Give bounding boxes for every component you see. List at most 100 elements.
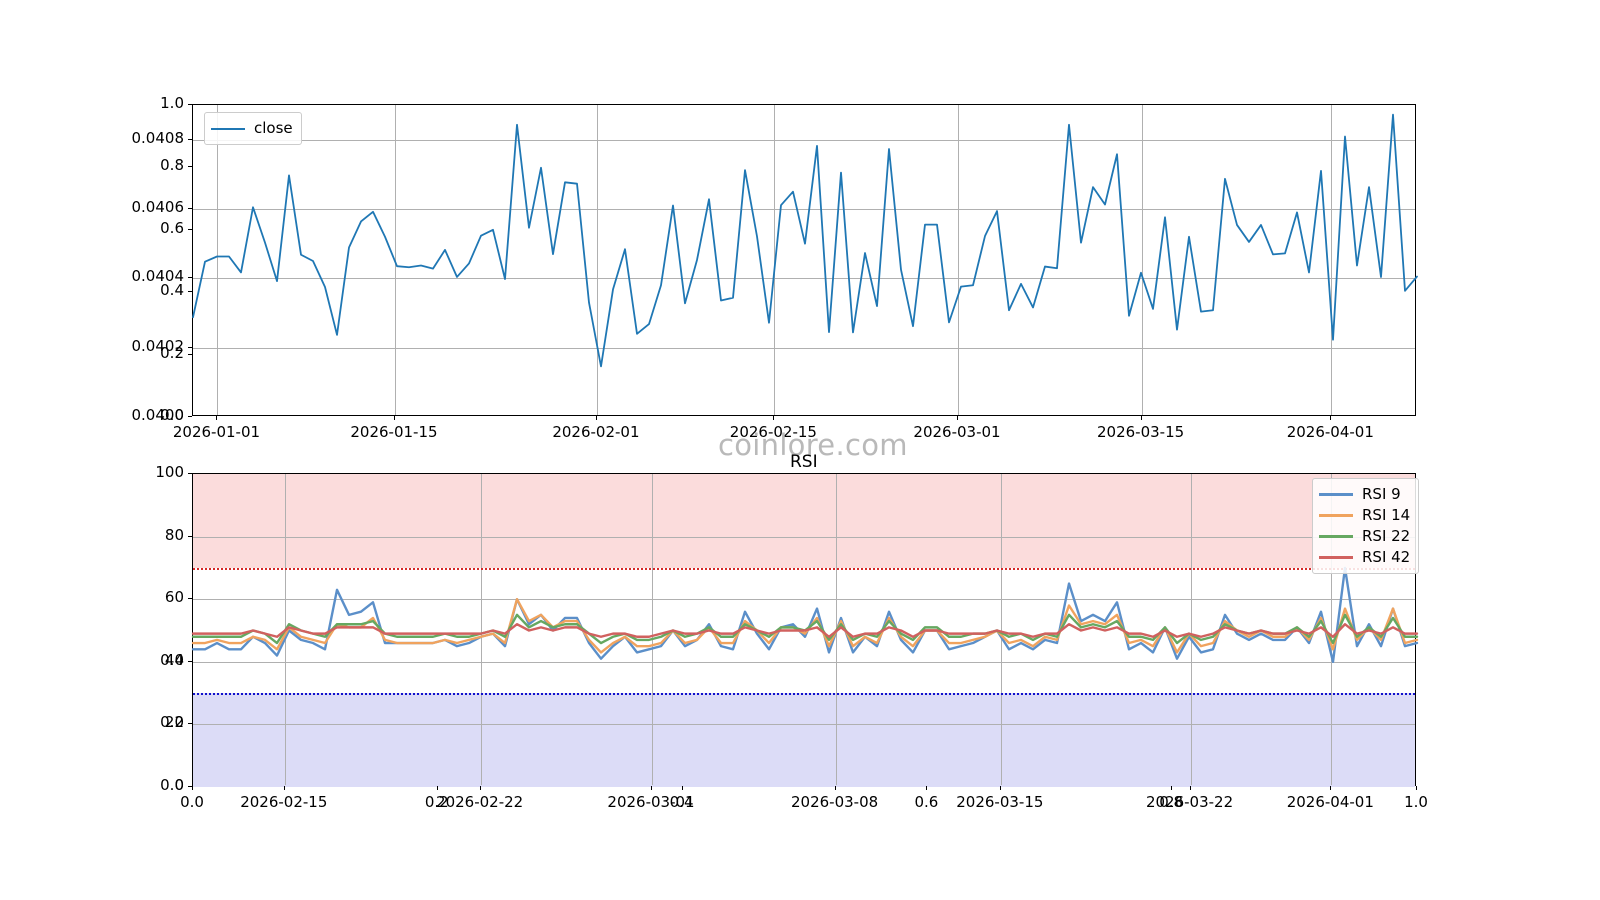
price-x-tickmark: [773, 416, 775, 420]
rsi-y-tick-label: 0: [174, 776, 184, 794]
rsi-y-tickmark: [188, 535, 192, 537]
price-y-twin-tick-label: 0.8: [160, 156, 184, 175]
rsi-y-twin-tickmark: [188, 660, 192, 662]
rsi-x-tick-label: 2026-02-15: [240, 793, 328, 811]
rsi-gridline-vertical: [652, 474, 653, 785]
rsi-gridline-vertical: [480, 474, 482, 785]
price-x-tick-label: 2026-03-15: [1097, 423, 1185, 441]
rsi-series-lines: [191, 566, 1419, 664]
price-y-tickmark: [188, 277, 192, 279]
rsi-gridline-horizontal: [193, 661, 1415, 663]
price-y-twin-tick-label: 0.0: [160, 406, 184, 424]
rsi-legend-swatch: [1319, 493, 1353, 496]
rsi-x-tickmark: [651, 786, 652, 790]
price-x-tickmark: [957, 416, 958, 420]
price-chart-plot-area: [192, 104, 1418, 416]
rsi-y-tick-label: 20: [164, 713, 184, 732]
price-y-twin-tick-label: 1.0: [160, 94, 184, 112]
rsi-x-tickmark: [834, 786, 836, 790]
rsi-chart-legend: RSI 9 RSI 14 RSI 22 RSI 42: [1312, 478, 1420, 574]
rsi-legend-label: RSI 22: [1362, 527, 1411, 545]
overbought-band: [193, 474, 1415, 568]
price-y-twin-tickmark: [188, 291, 192, 293]
rsi-x-twin-tickmark: [1416, 786, 1417, 790]
price-y-tick-label: 0.0402: [131, 336, 185, 355]
rsi-legend-label: RSI 9: [1362, 485, 1401, 503]
price-y-twin-tickmark: [188, 353, 192, 355]
price-chart-legend: close: [204, 112, 302, 145]
rsi-legend-label: RSI 42: [1362, 548, 1411, 566]
price-y-twin-tick-label: 0.6: [160, 218, 184, 237]
price-gridline-vertical: [217, 105, 219, 415]
rsi-x-tick-label: 2026-03-01: [607, 793, 695, 811]
rsi-y-tickmark: [188, 473, 192, 474]
rsi-x-tickmark: [1189, 786, 1191, 790]
price-y-tick-label: 0.0408: [131, 128, 185, 147]
price-y-twin-tickmark: [188, 166, 192, 168]
rsi-gridline-vertical: [1331, 474, 1333, 785]
rsi-y-tick-label: 100: [155, 463, 184, 481]
price-x-tick-label: 2026-01-01: [172, 423, 261, 441]
price-y-twin-tickmark: [188, 228, 192, 230]
rsi-y-twin-tick-label: 0.0: [160, 776, 184, 794]
price-gridline-vertical: [958, 105, 959, 415]
rsi-x-tick-label: 2026-04-01: [1286, 793, 1374, 811]
price-y-tickmark: [188, 346, 192, 348]
rsi-y-twin-tick-label: 0.2: [160, 713, 184, 732]
rsi-legend-item: RSI 9: [1319, 484, 1410, 505]
price-y-twin-tick-label: 0.4: [160, 281, 184, 300]
rsi-legend-item: RSI 14: [1319, 505, 1410, 526]
rsi-y-twin-tick-label: 0.4: [160, 650, 184, 669]
rsi-y-twin-tickmark: [188, 723, 192, 725]
price-gridline-vertical: [394, 105, 396, 415]
price-gridline-vertical: [1331, 105, 1333, 415]
rsi-x-twin-tickmark: [436, 786, 438, 790]
rsi-x-tick-label: 2026-03-22: [1145, 793, 1234, 811]
rsi-legend-item: RSI 22: [1319, 526, 1410, 547]
price-y-twin-tickmark: [188, 104, 192, 105]
price-legend-swatch: [211, 127, 245, 130]
rsi-y-tick-label: 40: [164, 650, 184, 669]
rsi-x-tickmark: [479, 786, 481, 790]
rsi-x-twin-tick-label: 0.0: [180, 793, 204, 811]
rsi-chart-title: RSI: [790, 452, 818, 472]
oversold-threshold-line: [193, 693, 1415, 696]
rsi-x-twin-tick-label: 0.4: [669, 793, 694, 811]
rsi-x-twin-tickmark: [681, 786, 683, 790]
rsi-y-tick-label: 60: [164, 588, 184, 607]
rsi-x-twin-tick-label: 0.8: [1159, 793, 1184, 811]
price-x-tick-label: 2026-03-01: [913, 423, 1001, 441]
price-x-tickmark: [595, 416, 597, 420]
watermark: coinlore.com: [718, 428, 908, 462]
rsi-x-twin-tickmark: [192, 786, 193, 790]
price-gridline-vertical: [596, 105, 598, 415]
price-gridline-horizontal: [193, 347, 1415, 349]
price-y-tickmark: [188, 208, 192, 209]
rsi-x-twin-tickmark: [926, 786, 928, 790]
price-x-tick-label: 2026-01-15: [350, 423, 438, 441]
rsi-x-tick-label: 2026-03-08: [791, 793, 879, 811]
oversold-band: [193, 693, 1415, 787]
rsi-legend-swatch: [1319, 514, 1353, 517]
price-y-tick-label: 0.0404: [131, 267, 185, 286]
rsi-legend-item: RSI 42: [1319, 547, 1410, 568]
price-x-tickmark: [1330, 416, 1332, 420]
rsi-y-twin-tickmark: [188, 786, 192, 787]
rsi-x-tickmark: [999, 786, 1001, 790]
overbought-threshold-line: [193, 567, 1415, 570]
price-x-tickmark: [216, 416, 218, 420]
rsi-x-tick-label: 2026-03-15: [956, 793, 1044, 811]
rsi-gridline-horizontal: [193, 599, 1415, 601]
rsi-x-tick-label: 2026-02-22: [436, 793, 524, 811]
rsi-x-twin-tick-label: 1.0: [1404, 793, 1428, 811]
price-y-twin-tick-label: 0.2: [160, 343, 184, 362]
rsi-gridline-vertical: [1190, 474, 1192, 785]
rsi-x-twin-tick-label: 0.2: [424, 793, 449, 811]
price-series-close: [192, 113, 1418, 368]
rsi-x-twin-tick-label: 0.6: [914, 793, 939, 811]
price-y-twin-tickmark: [188, 416, 192, 417]
rsi-legend-label: RSI 14: [1362, 506, 1411, 524]
price-y-tickmark: [188, 138, 192, 140]
price-x-tick-label: 2026-04-01: [1286, 423, 1374, 441]
price-y-tick-label: 0.0400: [131, 406, 185, 424]
